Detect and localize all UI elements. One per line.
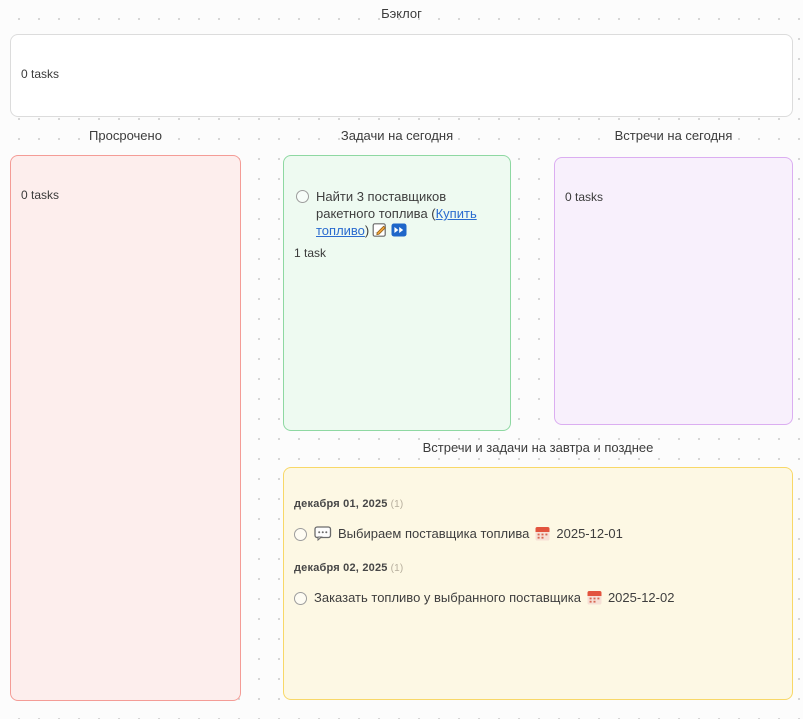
- task-link[interactable]: Купить топливо: [316, 206, 477, 238]
- speech-bubble-icon: [314, 526, 332, 541]
- task-title: Заказать топливо у выбранного поставщика: [314, 590, 581, 605]
- today-tasks-card: Найти 3 поставщиков ракетного топлива (К…: [283, 155, 511, 431]
- group-count: (1): [390, 563, 404, 574]
- due-date: 2025-12-02: [607, 590, 675, 605]
- column-title-today-tasks: Задачи на сегодня: [340, 128, 454, 143]
- due-date: 2025-12-01: [556, 526, 623, 541]
- task-row[interactable]: Выбираем поставщика топлива 2025-12-01: [294, 526, 780, 541]
- task-text-after-link: ): [364, 223, 370, 238]
- task-row[interactable]: Найти 3 поставщиков ракетного топлива (К…: [296, 188, 498, 239]
- task-checkbox[interactable]: [294, 592, 307, 605]
- backlog-count: 0 tasks: [21, 67, 60, 81]
- column-title-overdue: Просрочено: [89, 128, 162, 143]
- today-tasks-count: 1 task: [294, 246, 327, 260]
- group-date-label: декабря 01, 2025: [294, 498, 388, 510]
- fast-forward-icon[interactable]: [391, 222, 407, 238]
- group-date-header: декабря 01, 2025 (1): [294, 498, 780, 510]
- today-meetings-count: 0 tasks: [565, 190, 604, 204]
- edit-note-icon[interactable]: [372, 222, 388, 238]
- overdue-card: 0 tasks: [10, 155, 241, 701]
- column-title-backlog: Бэклог: [381, 6, 422, 21]
- today-meetings-card: 0 tasks: [554, 157, 793, 425]
- overdue-count: 0 tasks: [21, 188, 60, 202]
- column-title-today-meetings: Встречи на сегодня: [614, 128, 733, 143]
- task-row[interactable]: Заказать топливо у выбранного поставщика…: [294, 590, 780, 605]
- group-count: (1): [390, 499, 404, 510]
- upcoming-card: декабря 01, 2025 (1) Выбираем поставщика …: [283, 467, 793, 700]
- backlog-card: 0 tasks: [10, 34, 793, 117]
- task-checkbox[interactable]: [294, 528, 307, 541]
- calendar-icon: [535, 527, 550, 541]
- group-date-header: декабря 02, 2025 (1): [294, 562, 780, 574]
- task-checkbox[interactable]: [296, 190, 309, 203]
- group-date-label: декабря 02, 2025: [294, 562, 388, 574]
- calendar-icon: [587, 591, 602, 605]
- task-text-before-link: Найти 3 поставщиков ракетного топлива (: [316, 189, 447, 221]
- task-title: Выбираем поставщика топлива: [338, 526, 530, 541]
- column-title-upcoming: Встречи и задачи на завтра и позднее: [422, 440, 654, 455]
- task-text: Найти 3 поставщиков ракетного топлива (К…: [316, 188, 498, 239]
